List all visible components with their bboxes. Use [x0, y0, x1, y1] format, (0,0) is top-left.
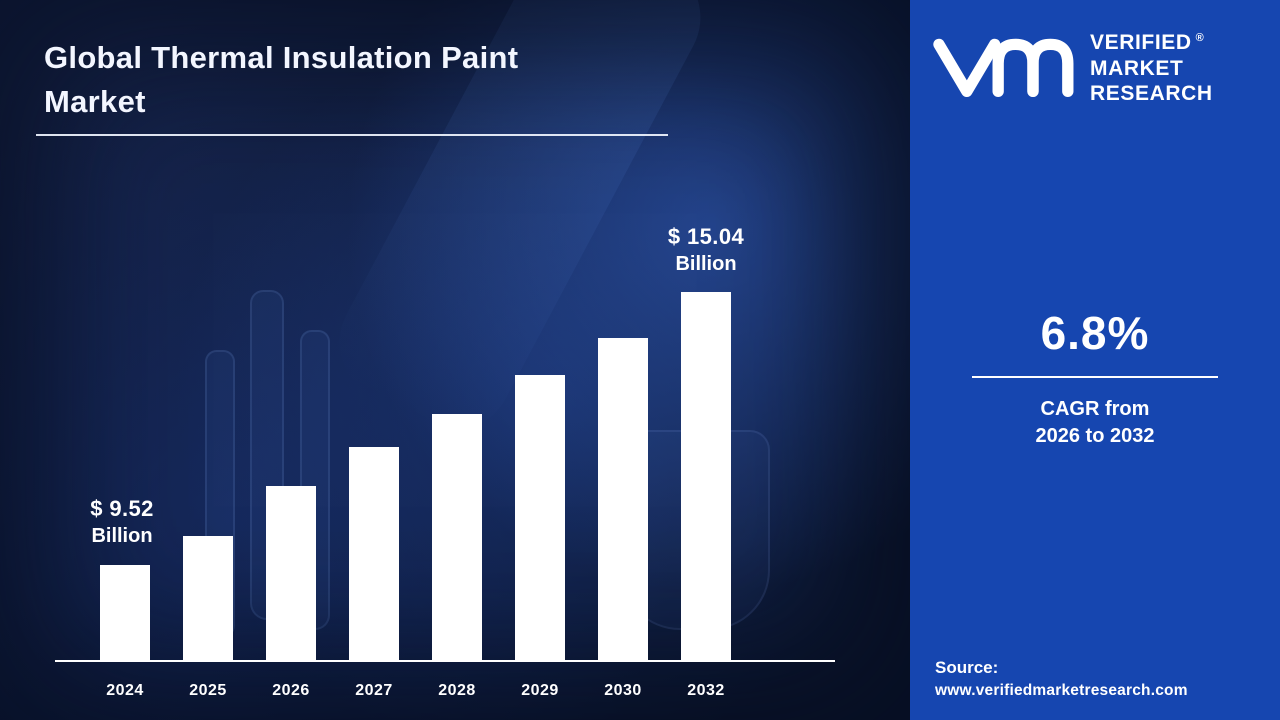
brand-panel: VERIFIED ® MARKET RESEARCH 6.8% CAGR from… — [910, 0, 1280, 720]
stat-divider-line — [972, 376, 1218, 378]
vmr-logo-icon — [932, 32, 1080, 107]
cagr-value: 6.8% — [1040, 307, 1150, 359]
bar-2026 — [266, 486, 316, 660]
bar-year-label: 2028 — [438, 682, 476, 699]
bar-2024 — [100, 565, 150, 660]
annotation-unit: Billion — [675, 253, 737, 275]
page-title-line1: Global Thermal Insulation Paint — [44, 40, 519, 75]
annotation-unit: Billion — [91, 525, 153, 547]
chart-panel: Global Thermal Insulation Paint Market $… — [0, 0, 910, 720]
bars-group — [100, 292, 731, 660]
brand-line-research: RESEARCH — [1090, 82, 1213, 106]
bar-year-label: 2025 — [189, 682, 227, 699]
bar-2025 — [183, 536, 233, 660]
registered-trademark-symbol: ® — [1195, 32, 1205, 44]
bar-year-label: 2027 — [355, 682, 393, 699]
page-title: Global Thermal Insulation Paint Market — [44, 36, 684, 124]
title-underline — [36, 134, 668, 137]
page-title-line2: Market — [44, 84, 146, 120]
annotation-value: $ 9.52 — [90, 496, 154, 521]
brand-line-market: MARKET — [1090, 56, 1184, 80]
x-axis-labels: 2024 2025 2026 2027 2028 2029 2030 2032 — [100, 682, 731, 700]
bar-2028 — [432, 414, 482, 660]
source-url: www.verifiedmarketresearch.com — [935, 682, 1188, 699]
bar-chart: $ 9.52 Billion $ 15.04 Billion 2024 2025 2… — [55, 150, 845, 710]
last-bar-value-annotation: $ 15.04 Billion — [621, 224, 791, 276]
bar-2032 — [681, 292, 731, 660]
cagr-caption-line2: 2026 to 2032 — [1035, 425, 1155, 447]
bar-2027 — [349, 447, 399, 660]
cagr-stat-block: 6.8% CAGR from 2026 to 2032 — [910, 306, 1280, 450]
source-block: Source: www.verifiedmarketresearch.com — [935, 658, 1270, 700]
brand-name: VERIFIED ® MARKET RESEARCH — [1090, 30, 1213, 107]
annotation-value: $ 15.04 — [667, 224, 745, 249]
bar-year-label: 2030 — [604, 682, 642, 699]
cagr-caption-line1: CAGR from — [1040, 398, 1150, 420]
x-axis-line — [55, 660, 835, 662]
brand-line-verified: VERIFIED — [1090, 31, 1192, 54]
logo-block: VERIFIED ® MARKET RESEARCH — [932, 28, 1266, 107]
bar-2030 — [598, 338, 648, 660]
title-block: Global Thermal Insulation Paint Market — [36, 36, 684, 137]
source-label: Source: — [935, 658, 999, 677]
bar-year-label: 2026 — [272, 682, 310, 699]
bar-year-label: 2024 — [106, 682, 144, 699]
bar-2029 — [515, 375, 565, 660]
cagr-caption: CAGR from 2026 to 2032 — [910, 396, 1280, 450]
first-bar-value-annotation: $ 9.52 Billion — [37, 496, 207, 548]
bar-year-label: 2029 — [521, 682, 559, 699]
bar-year-label: 2032 — [687, 682, 725, 699]
